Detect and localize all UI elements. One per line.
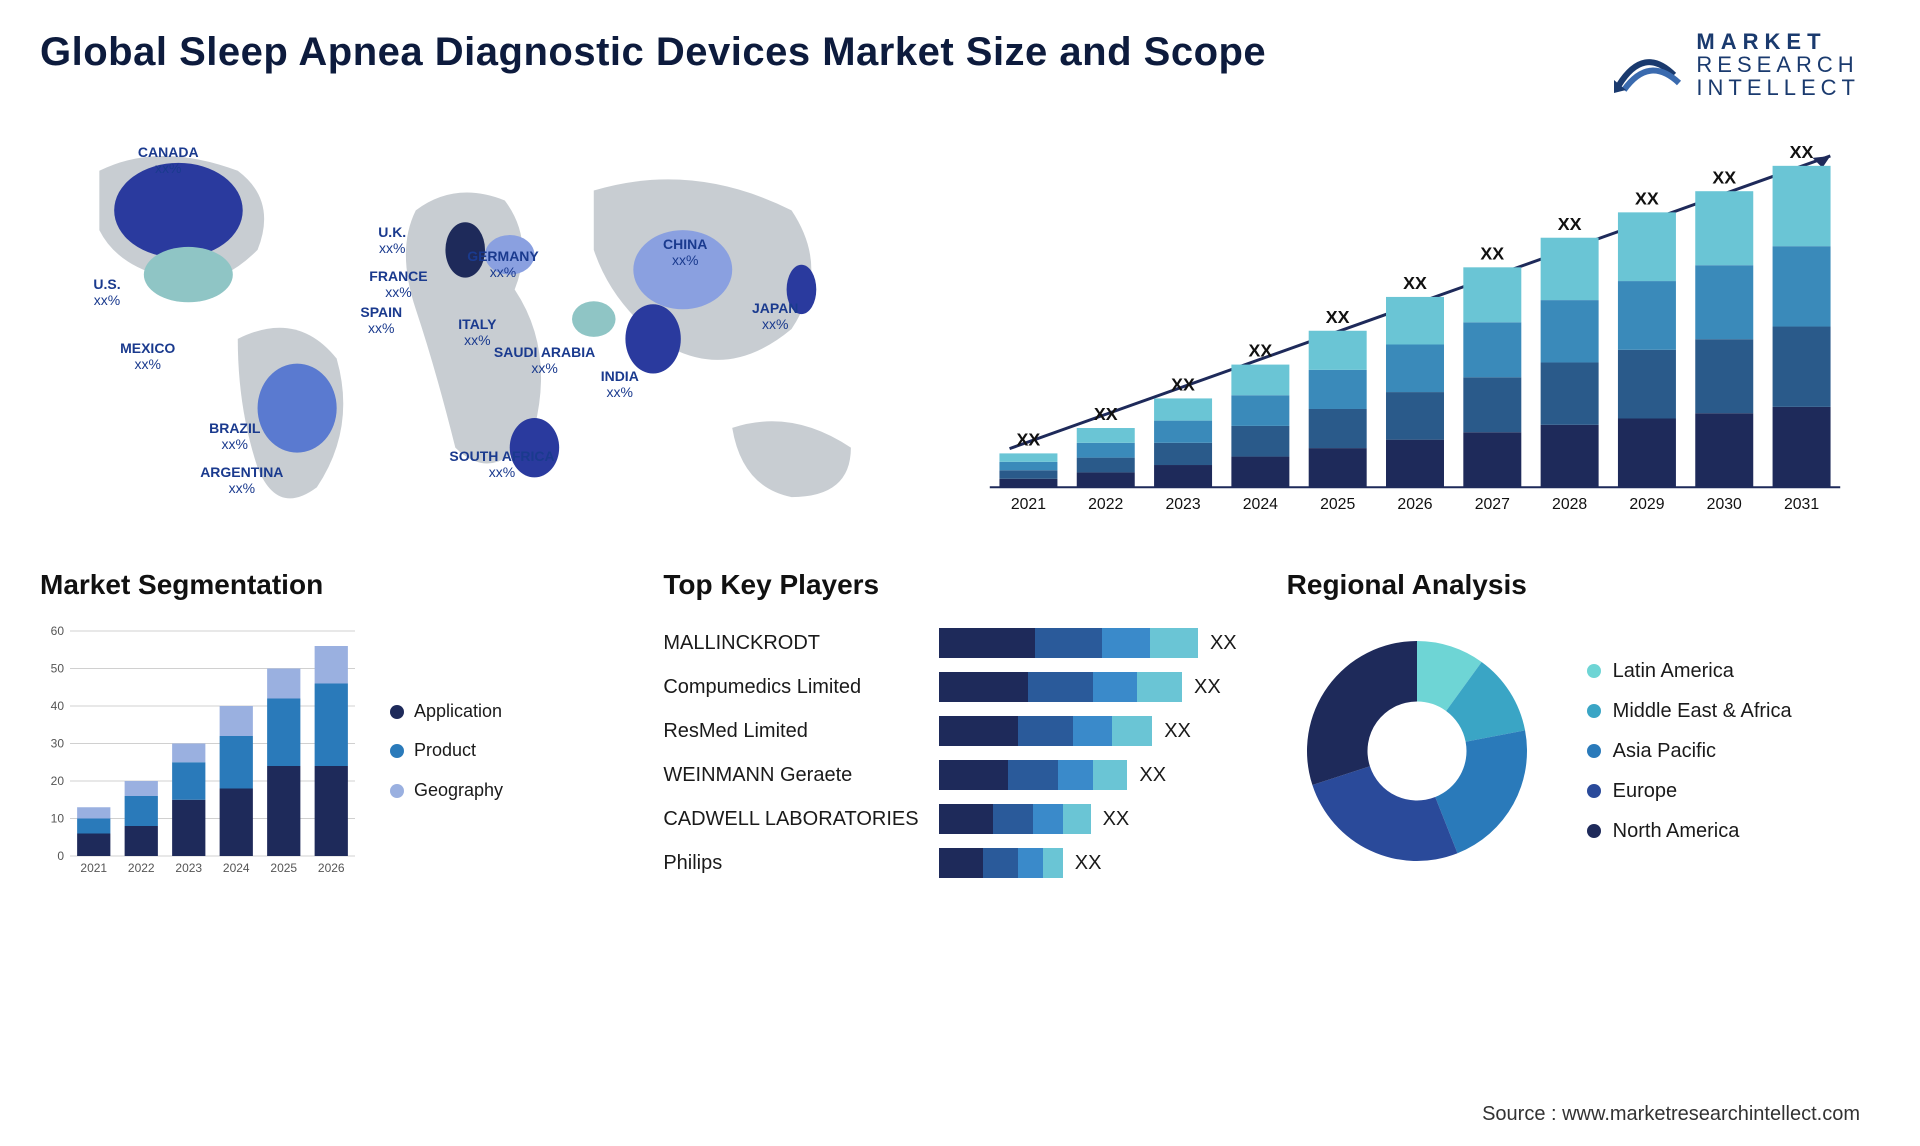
svg-text:2026: 2026 (1397, 496, 1432, 513)
logo-text: MARKET RESEARCH INTELLECT (1696, 30, 1860, 99)
brand-logo: MARKET RESEARCH INTELLECT (1614, 30, 1860, 99)
map-label-saudi-arabia: SAUDI ARABIAxx% (494, 345, 595, 376)
seg-legend-item: Application (390, 692, 503, 732)
regional-legend-item: Europe (1587, 771, 1792, 811)
segmentation-panel: Market Segmentation 0 10 20 30 40 50 60 2021 202… (40, 569, 613, 885)
svg-text:2023: 2023 (1165, 496, 1200, 513)
regional-legend-item: Latin America (1587, 651, 1792, 691)
svg-text:2025: 2025 (270, 861, 297, 875)
growth-bar-chart: XX 2021 XX 2022 XX 2023 XX 2024 XX 2025 XX 2026 XX 20… (970, 129, 1860, 529)
player-bar-row: XX (939, 709, 1237, 753)
map-label-mexico: MEXICOxx% (120, 341, 175, 372)
svg-text:2026: 2026 (318, 861, 345, 875)
svg-text:20: 20 (51, 774, 65, 788)
players-labels: MALLINCKRODTCompumedics LimitedResMed Li… (663, 621, 918, 885)
players-title: Top Key Players (663, 569, 1236, 601)
svg-text:40: 40 (51, 699, 65, 713)
svg-text:2025: 2025 (1320, 496, 1355, 513)
map-label-u-s-: U.S.xx% (93, 277, 120, 308)
svg-text:2021: 2021 (80, 861, 107, 875)
regional-legend-item: Asia Pacific (1587, 731, 1792, 771)
source-attribution: Source : www.marketresearchintellect.com (1482, 1103, 1860, 1126)
svg-text:XX: XX (1249, 341, 1273, 361)
svg-text:50: 50 (51, 662, 65, 676)
svg-text:XX: XX (1326, 307, 1350, 327)
svg-text:2031: 2031 (1784, 496, 1819, 513)
growth-chart-panel: XX 2021 XX 2022 XX 2023 XX 2024 XX 2025 XX 2026 XX 20… (970, 129, 1860, 529)
regional-legend-item: Middle East & Africa (1587, 691, 1792, 731)
segmentation-title: Market Segmentation (40, 569, 613, 601)
svg-text:2023: 2023 (175, 861, 202, 875)
svg-text:2024: 2024 (1243, 496, 1278, 513)
bottom-row: Market Segmentation 0 10 20 30 40 50 60 2021 202… (0, 539, 1920, 895)
svg-text:XX: XX (1094, 404, 1118, 424)
player-bar-row: XX (939, 753, 1237, 797)
segmentation-legend: ApplicationProductGeography (390, 692, 503, 811)
svg-text:XX: XX (1790, 142, 1814, 162)
world-map-panel: CANADAxx% U.S.xx% MEXICOxx% BRAZILxx% ARGENT… (40, 129, 930, 529)
map-label-germany: GERMANYxx% (467, 249, 539, 280)
player-label: CADWELL LABORATORIES (663, 797, 918, 841)
svg-text:2029: 2029 (1629, 496, 1664, 513)
svg-text:2021: 2021 (1011, 496, 1046, 513)
regional-title: Regional Analysis (1287, 569, 1860, 601)
player-bar-row: XX (939, 797, 1237, 841)
logo-swoosh-icon (1614, 35, 1684, 95)
map-label-brazil: BRAZILxx% (209, 421, 260, 452)
players-panel: Top Key Players MALLINCKRODTCompumedics … (663, 569, 1236, 885)
svg-text:XX: XX (1403, 273, 1427, 293)
map-label-italy: ITALYxx% (458, 317, 496, 348)
page-title: Global Sleep Apnea Diagnostic Devices Ma… (40, 30, 1266, 75)
svg-text:0: 0 (57, 849, 64, 863)
player-bar-row: XX (939, 665, 1237, 709)
map-label-china: CHINAxx% (663, 237, 707, 268)
map-label-spain: SPAINxx% (360, 305, 402, 336)
svg-text:60: 60 (51, 624, 65, 638)
svg-text:2022: 2022 (128, 861, 155, 875)
regional-legend-item: North America (1587, 811, 1792, 851)
svg-text:XX: XX (1635, 189, 1659, 209)
svg-text:2024: 2024 (223, 861, 250, 875)
map-label-south-africa: SOUTH AFRICAxx% (449, 449, 554, 480)
svg-text:2028: 2028 (1552, 496, 1587, 513)
svg-text:30: 30 (51, 737, 65, 751)
top-row: CANADAxx% U.S.xx% MEXICOxx% BRAZILxx% ARGENT… (0, 109, 1920, 539)
header: Global Sleep Apnea Diagnostic Devices Ma… (0, 0, 1920, 109)
regional-donut-chart (1287, 621, 1547, 881)
svg-text:10: 10 (51, 812, 65, 826)
map-label-india: INDIAxx% (601, 369, 639, 400)
seg-legend-item: Geography (390, 771, 503, 811)
player-bar-row: XX (939, 841, 1237, 885)
map-label-japan: JAPANxx% (752, 301, 798, 332)
player-label: Philips (663, 841, 918, 885)
svg-text:XX: XX (1712, 168, 1736, 188)
svg-text:2022: 2022 (1088, 496, 1123, 513)
svg-text:XX: XX (1017, 430, 1041, 450)
svg-text:XX: XX (1558, 214, 1582, 234)
svg-text:XX: XX (1480, 244, 1504, 264)
players-bars: XXXXXXXXXXXX (939, 621, 1237, 885)
map-label-france: FRANCExx% (369, 269, 427, 300)
map-label-argentina: ARGENTINAxx% (200, 465, 283, 496)
player-bar-row: XX (939, 621, 1237, 665)
seg-legend-item: Product (390, 731, 503, 771)
map-label-u-k-: U.K.xx% (378, 225, 406, 256)
regional-legend: Latin AmericaMiddle East & AfricaAsia Pa… (1587, 651, 1792, 851)
player-label: WEINMANN Geraete (663, 753, 918, 797)
player-label: Compumedics Limited (663, 665, 918, 709)
regional-panel: Regional Analysis Latin AmericaMiddle Ea… (1287, 569, 1860, 885)
player-label: MALLINCKRODT (663, 621, 918, 665)
player-label: ResMed Limited (663, 709, 918, 753)
svg-text:2030: 2030 (1707, 496, 1742, 513)
map-label-canada: CANADAxx% (138, 145, 199, 176)
svg-text:2027: 2027 (1475, 496, 1510, 513)
segmentation-bar-chart: 0 10 20 30 40 50 60 2021 2022 2023 2024 2025 2026 (40, 621, 360, 881)
svg-text:XX: XX (1171, 375, 1195, 395)
